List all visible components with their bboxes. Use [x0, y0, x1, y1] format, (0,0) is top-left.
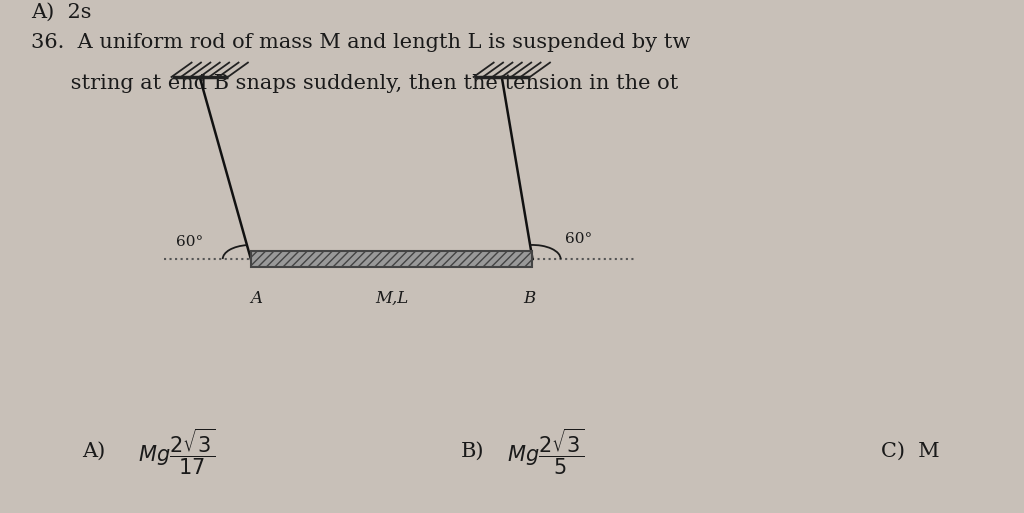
Text: 60°: 60° [565, 232, 592, 246]
Text: 60°: 60° [176, 235, 203, 249]
Text: 36.  A uniform rod of mass M and length L is suspended by tw: 36. A uniform rod of mass M and length L… [31, 33, 690, 52]
Text: $Mg\dfrac{2\sqrt{3}}{5}$: $Mg\dfrac{2\sqrt{3}}{5}$ [507, 426, 585, 477]
Text: A): A) [82, 442, 105, 461]
Text: A: A [250, 290, 262, 307]
Text: $Mg\dfrac{2\sqrt{3}}{17}$: $Mg\dfrac{2\sqrt{3}}{17}$ [138, 426, 216, 477]
Text: A)  2s: A) 2s [31, 3, 91, 22]
Bar [251, 251, 532, 267]
Text: C)  M: C) M [881, 442, 939, 461]
Text: B: B [523, 290, 536, 307]
Text: M,L: M,L [375, 290, 409, 307]
Text: string at end B snaps suddenly, then the tension in the ot: string at end B snaps suddenly, then the… [31, 74, 678, 93]
Bar [251, 251, 532, 267]
Text: B): B) [461, 442, 484, 461]
